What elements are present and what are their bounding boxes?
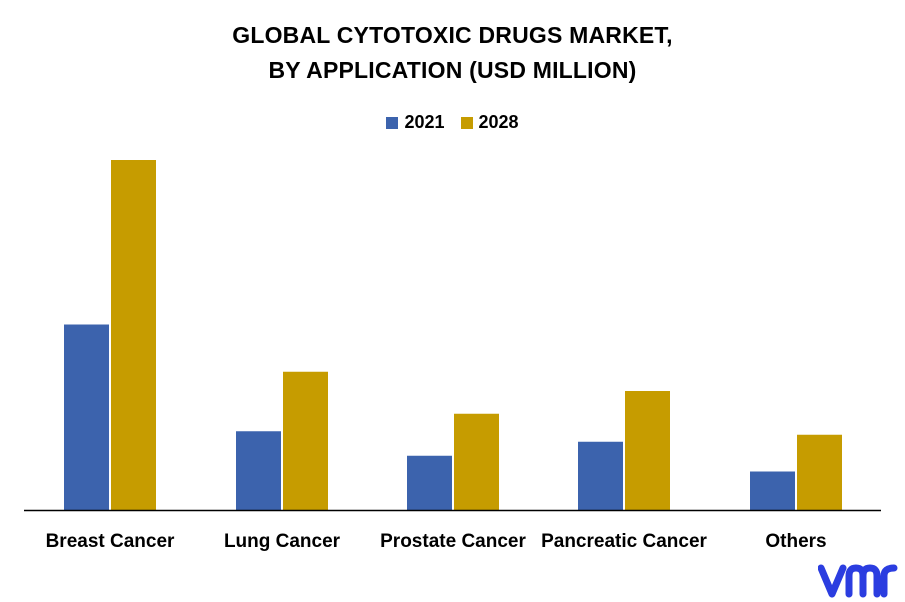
- legend-item-2028: 2028: [460, 112, 519, 133]
- vmr-logo-icon: [818, 564, 898, 598]
- x-tick-label-lung-cancer: Lung Cancer: [223, 531, 341, 552]
- bar-breast-cancer-2021: [64, 324, 109, 510]
- legend-swatch-2028: [460, 116, 473, 129]
- legend-label-2028: 2028: [478, 112, 519, 132]
- chart-title-line-1: GLOBAL CYTOTOXIC DRUGS MARKET,: [232, 22, 673, 48]
- bar-others-2028: [797, 434, 842, 510]
- chart-legend: 2021 2028: [0, 112, 905, 133]
- bar-pancreatic-cancer-2028: [625, 391, 670, 510]
- bar-prostate-cancer-2028: [454, 413, 499, 510]
- bar-lung-cancer-2021: [236, 431, 281, 510]
- x-tick-label-others: Others: [765, 531, 827, 552]
- chart-title-line-2: BY APPLICATION (USD MILLION): [268, 57, 637, 83]
- bar-lung-cancer-2028: [283, 371, 328, 510]
- bar-pancreatic-cancer-2021: [578, 441, 623, 510]
- legend-item-2021: 2021: [386, 112, 445, 133]
- x-tick-label-pancreatic-cancer: Pancreatic Cancer: [541, 531, 707, 552]
- bar-breast-cancer-2028: [111, 160, 156, 510]
- legend-label-2021: 2021: [404, 112, 445, 132]
- x-tick-label-breast-cancer: Breast Cancer: [45, 531, 175, 552]
- bar-prostate-cancer-2021: [407, 455, 452, 510]
- legend-swatch-2021: [386, 116, 399, 129]
- bar-others-2021: [750, 471, 795, 510]
- x-tick-label-prostate-cancer: Prostate Cancer: [380, 531, 526, 552]
